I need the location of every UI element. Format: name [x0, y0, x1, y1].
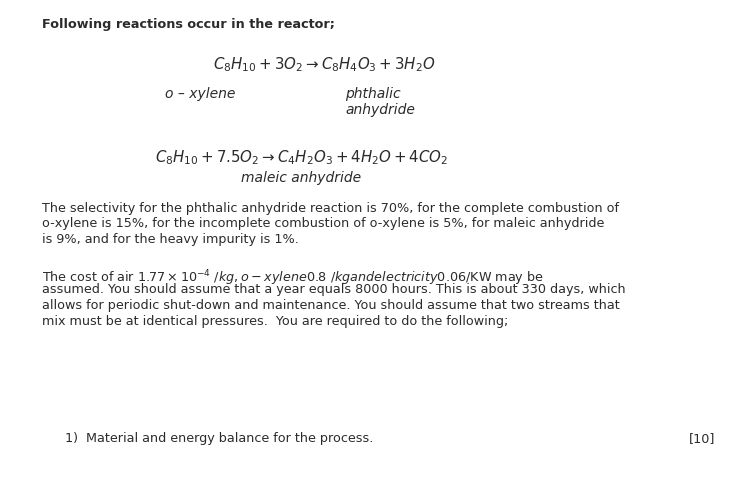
Text: $C_8H_{10} + 7.5O_2 \rightarrow C_4H_2O_3 + 4H_2O + 4CO_2$: $C_8H_{10} + 7.5O_2 \rightarrow C_4H_2O_…	[154, 148, 448, 167]
Text: The selectivity for the phthalic anhydride reaction is 70%, for the complete com: The selectivity for the phthalic anhydri…	[42, 202, 619, 215]
Text: [10]: [10]	[689, 432, 715, 445]
Text: 1)  Material and energy balance for the process.: 1) Material and energy balance for the p…	[65, 432, 373, 445]
Text: The cost of air $1.77\times10^{-4}$ $/kg, o-xylene $0.8 $/kg and electricity 0.0: The cost of air $1.77\times10^{-4}$ $/kg…	[42, 268, 544, 287]
Text: anhydride: anhydride	[345, 103, 415, 117]
Text: Following reactions occur in the reactor;: Following reactions occur in the reactor…	[42, 18, 335, 31]
Text: assumed. You should assume that a year equals 8000 hours. This is about 330 days: assumed. You should assume that a year e…	[42, 284, 626, 297]
Text: o-xylene is 15%, for the incomplete combustion of o-xylene is 5%, for maleic anh: o-xylene is 15%, for the incomplete comb…	[42, 217, 605, 230]
Text: mix must be at identical pressures.  You are required to do the following;: mix must be at identical pressures. You …	[42, 314, 508, 327]
Text: phthalic: phthalic	[345, 87, 401, 101]
Text: $C_8H_{10} + 3O_2 \rightarrow C_8H_4O_3 + 3H_2O$: $C_8H_{10} + 3O_2 \rightarrow C_8H_4O_3 …	[212, 55, 435, 74]
Text: o – xylene: o – xylene	[165, 87, 236, 101]
Text: maleic anhydride: maleic anhydride	[241, 171, 361, 185]
Text: is 9%, and for the heavy impurity is 1%.: is 9%, and for the heavy impurity is 1%.	[42, 233, 299, 246]
Text: allows for periodic shut-down and maintenance. You should assume that two stream: allows for periodic shut-down and mainte…	[42, 299, 620, 312]
